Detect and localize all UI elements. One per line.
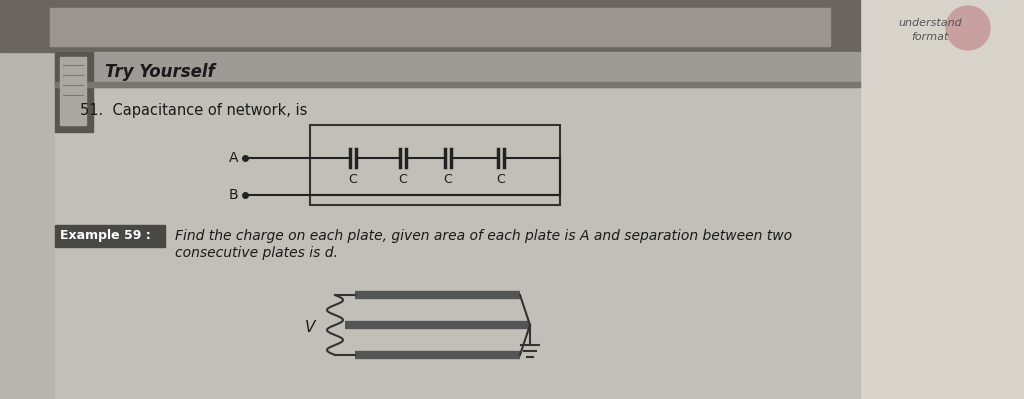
Text: consecutive plates is d.: consecutive plates is d. (175, 246, 338, 260)
Bar (880, 0, 888, 399)
Bar (55, 52, 93, 132)
Text: C: C (348, 173, 357, 186)
Bar (950, 0, 958, 399)
Bar (964, 0, 972, 399)
Bar (1006, 0, 1014, 399)
Bar (55, 87, 860, 217)
Bar (992, 0, 1000, 399)
Circle shape (946, 6, 990, 50)
Bar (908, 0, 916, 399)
Bar (894, 0, 902, 399)
Bar (922, 0, 930, 399)
Text: Try Yourself: Try Yourself (105, 63, 215, 81)
Bar (55, 217, 860, 399)
Bar (860, 0, 1024, 399)
Text: C: C (398, 173, 408, 186)
Bar (50, 8, 830, 46)
Bar (1020, 0, 1024, 399)
Bar (978, 0, 986, 399)
Text: C: C (443, 173, 453, 186)
Text: A: A (228, 151, 238, 165)
Text: C: C (497, 173, 506, 186)
Bar (60, 57, 86, 125)
Bar (936, 0, 944, 399)
Bar (55, 52, 860, 87)
Text: format: format (911, 32, 948, 42)
Text: B: B (228, 188, 238, 202)
Bar (310, 125, 560, 205)
Text: 51.  Capacitance of network, is: 51. Capacitance of network, is (80, 103, 307, 117)
Text: Example 59 :: Example 59 : (60, 229, 151, 243)
Bar (0, 0, 860, 52)
Bar (55, 82, 860, 87)
Text: V: V (305, 320, 315, 336)
Text: Find the charge on each plate, given area of each plate is A and separation betw: Find the charge on each plate, given are… (175, 229, 793, 243)
Text: understand: understand (898, 18, 962, 28)
Bar (55, 225, 165, 247)
